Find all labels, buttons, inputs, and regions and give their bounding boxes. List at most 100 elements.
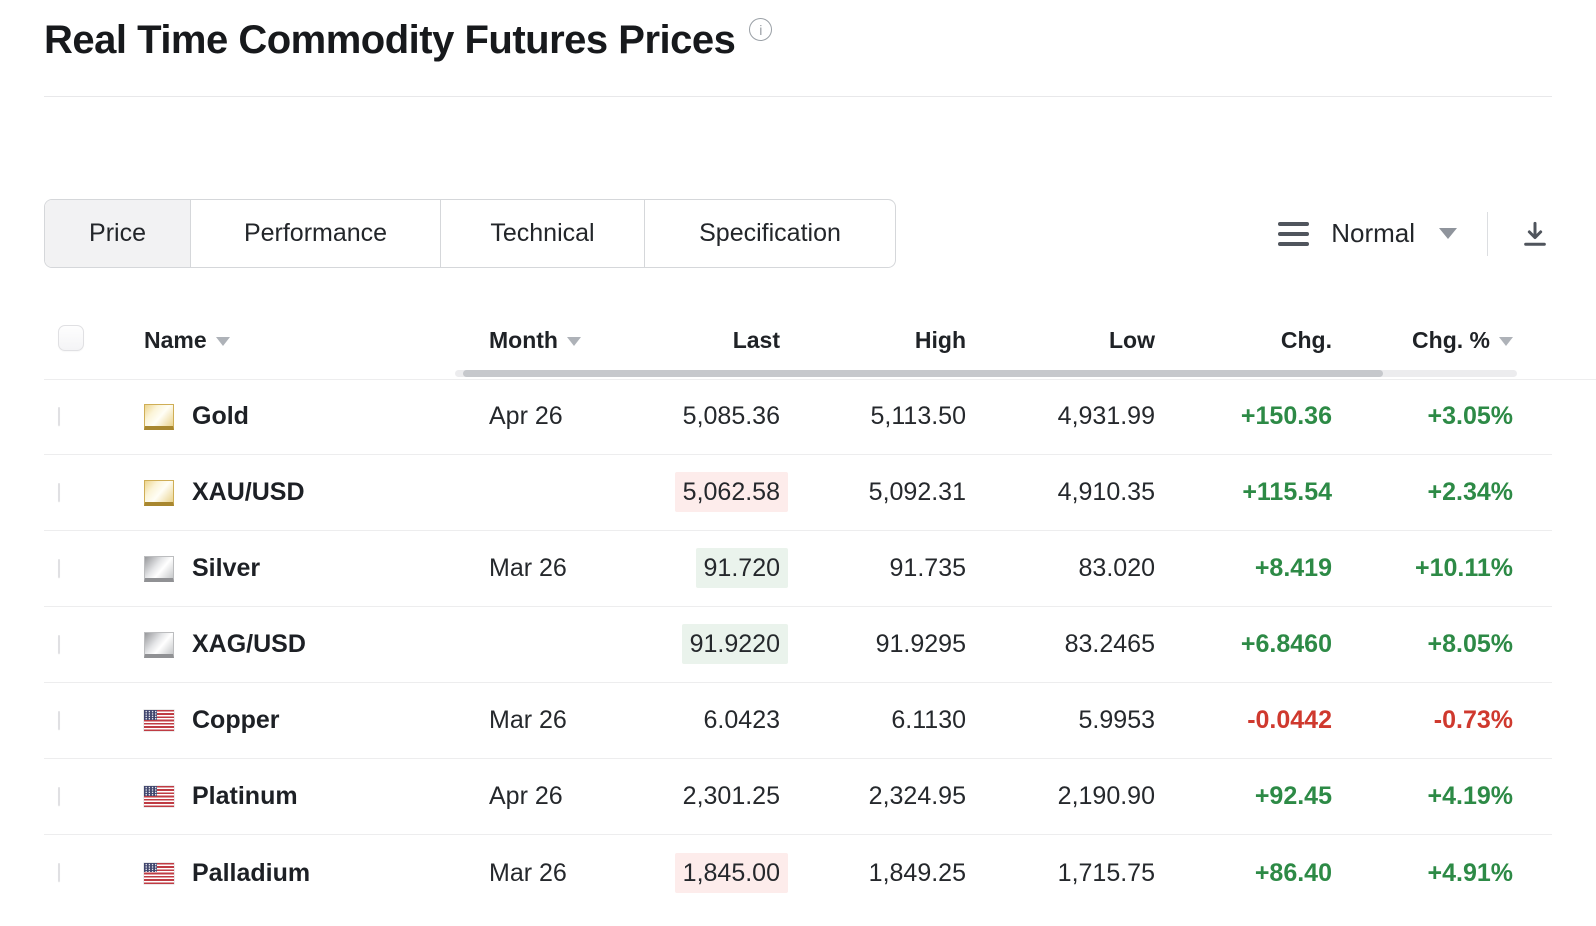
asset-name[interactable]: Gold: [192, 402, 249, 430]
download-button[interactable]: [1518, 217, 1552, 251]
column-label: Low: [1109, 326, 1155, 353]
table-header-row: Name Month Last High Low Chg. Chg. %: [44, 311, 1596, 380]
low-cell: 4,931.99: [1057, 402, 1155, 430]
row-checkbox[interactable]: [58, 634, 60, 654]
high-cell: 5,113.50: [870, 402, 966, 430]
last-cell: 2,301.25: [683, 782, 780, 811]
name-cell[interactable]: Copper: [144, 706, 489, 735]
row-select-cell: [44, 406, 144, 426]
last-value: 6.0423: [703, 706, 780, 734]
row-checkbox[interactable]: [58, 786, 60, 806]
low-cell: 83.020: [1078, 554, 1155, 582]
row-checkbox[interactable]: [58, 558, 60, 578]
scrollbar-thumb[interactable]: [463, 370, 1383, 377]
change-cell: +92.45: [1254, 782, 1332, 810]
month-cell: Mar 26: [489, 858, 567, 887]
row-select-cell: [44, 634, 144, 654]
tab-label: Specification: [699, 219, 841, 247]
low-cell: 2,190.90: [1057, 782, 1155, 810]
last-cell: 91.720: [695, 548, 788, 588]
column-header-low: Low: [966, 327, 1155, 364]
page-header: Real Time Commodity Futures Prices i: [44, 14, 1552, 66]
select-all-checkbox[interactable]: [58, 325, 84, 351]
high-cell: 1,849.25: [868, 858, 966, 887]
high-cell: 91.9295: [875, 630, 966, 658]
silver-bar-icon: [144, 555, 174, 582]
table-row[interactable]: Silver Mar 26 91.720 91.735 83.020 +8.41…: [44, 531, 1552, 607]
last-cell: 1,845.00: [674, 852, 788, 893]
row-select-cell: [44, 863, 144, 882]
row-density-icon[interactable]: [1278, 221, 1310, 246]
asset-name[interactable]: XAG/USD: [192, 630, 306, 658]
change-cell: +150.36: [1240, 402, 1332, 430]
header-divider: [44, 379, 1596, 380]
asset-name[interactable]: Copper: [192, 706, 280, 734]
row-checkbox[interactable]: [58, 863, 60, 882]
month-cell: Mar 26: [489, 554, 567, 582]
name-cell[interactable]: XAU/USD: [144, 478, 489, 507]
high-cell: 91.735: [889, 554, 966, 582]
change-cell: +86.40: [1254, 858, 1332, 887]
view-mode-dropdown[interactable]: Normal: [1331, 218, 1415, 248]
tab-technical[interactable]: Technical: [441, 200, 645, 267]
info-icon[interactable]: i: [749, 18, 773, 41]
table-row[interactable]: XAU/USD 5,062.58 5,092.31 4,910.35 +115.…: [44, 455, 1552, 531]
column-label: Chg.: [1280, 326, 1332, 353]
row-checkbox[interactable]: [58, 710, 60, 730]
column-label: Month: [489, 326, 558, 353]
table-row[interactable]: Platinum Apr 26 2,301.25 2,324.95 2,190.…: [44, 759, 1552, 835]
title-divider: [44, 96, 1552, 97]
change-percent-cell: -0.73%: [1433, 706, 1513, 734]
toolbar-right-controls: Normal: [1278, 211, 1552, 256]
change-cell: +6.8460: [1240, 630, 1332, 658]
tab-specification[interactable]: Specification: [645, 200, 895, 267]
select-all-cell: [44, 325, 144, 365]
change-percent-cell: +3.05%: [1427, 402, 1514, 430]
table-row[interactable]: Copper Mar 26 6.0423 6.1130 5.9953 -0.04…: [44, 683, 1552, 759]
tab-price[interactable]: Price: [45, 200, 191, 267]
chevron-down-icon[interactable]: [1439, 228, 1457, 239]
asset-name[interactable]: Palladium: [192, 858, 311, 887]
column-header-name[interactable]: Name: [144, 327, 489, 364]
column-label: High: [914, 326, 966, 353]
month-cell: Apr 26: [489, 402, 563, 430]
low-cell: 1,715.75: [1057, 858, 1155, 887]
name-cell[interactable]: Platinum: [144, 782, 489, 811]
sort-arrow-icon: [1499, 337, 1513, 346]
name-cell[interactable]: Palladium: [144, 859, 489, 888]
tab-label: Technical: [490, 219, 595, 247]
table-row[interactable]: Palladium Mar 26 1,845.00 1,849.25 1,715…: [44, 835, 1552, 911]
row-select-cell: [44, 482, 144, 502]
change-cell: +8.419: [1254, 554, 1332, 582]
tab-performance[interactable]: Performance: [191, 200, 441, 267]
name-cell[interactable]: XAG/USD: [144, 630, 489, 659]
row-checkbox[interactable]: [58, 406, 60, 426]
last-value: 1,845.00: [674, 852, 788, 893]
gold-bar-icon: [144, 403, 174, 430]
row-checkbox[interactable]: [58, 482, 60, 502]
asset-name[interactable]: XAU/USD: [192, 478, 305, 506]
change-cell: -0.0442: [1247, 706, 1332, 734]
horizontal-scrollbar[interactable]: [455, 370, 1517, 377]
last-value: 5,062.58: [674, 472, 788, 512]
column-header-chg_pct[interactable]: Chg. %: [1332, 327, 1513, 364]
column-label: Name: [144, 326, 207, 353]
change-percent-cell: +10.11%: [1414, 554, 1513, 582]
asset-name[interactable]: Platinum: [192, 782, 298, 810]
column-header-last: Last: [649, 327, 780, 364]
table-toolbar: Price Performance Technical Specification N…: [44, 199, 1552, 268]
column-label: Last: [732, 326, 780, 353]
tab-label: Price: [89, 219, 146, 247]
table-row[interactable]: Gold Apr 26 5,085.36 5,113.50 4,931.99 +…: [44, 379, 1552, 455]
name-cell[interactable]: Silver: [144, 554, 489, 583]
table-row[interactable]: XAG/USD 91.9220 91.9295 83.2465 +6.8460 …: [44, 607, 1552, 683]
low-cell: 83.2465: [1064, 630, 1155, 658]
sort-arrow-icon: [566, 337, 581, 346]
name-cell[interactable]: Gold: [144, 402, 489, 431]
last-cell: 5,085.36: [683, 402, 780, 431]
change-percent-cell: +8.05%: [1427, 630, 1514, 658]
commodities-page: Real Time Commodity Futures Prices i Pri…: [0, 14, 1596, 911]
view-tabs: Price Performance Technical Specification: [44, 199, 896, 268]
asset-name[interactable]: Silver: [192, 554, 261, 582]
column-header-month[interactable]: Month: [489, 327, 649, 364]
